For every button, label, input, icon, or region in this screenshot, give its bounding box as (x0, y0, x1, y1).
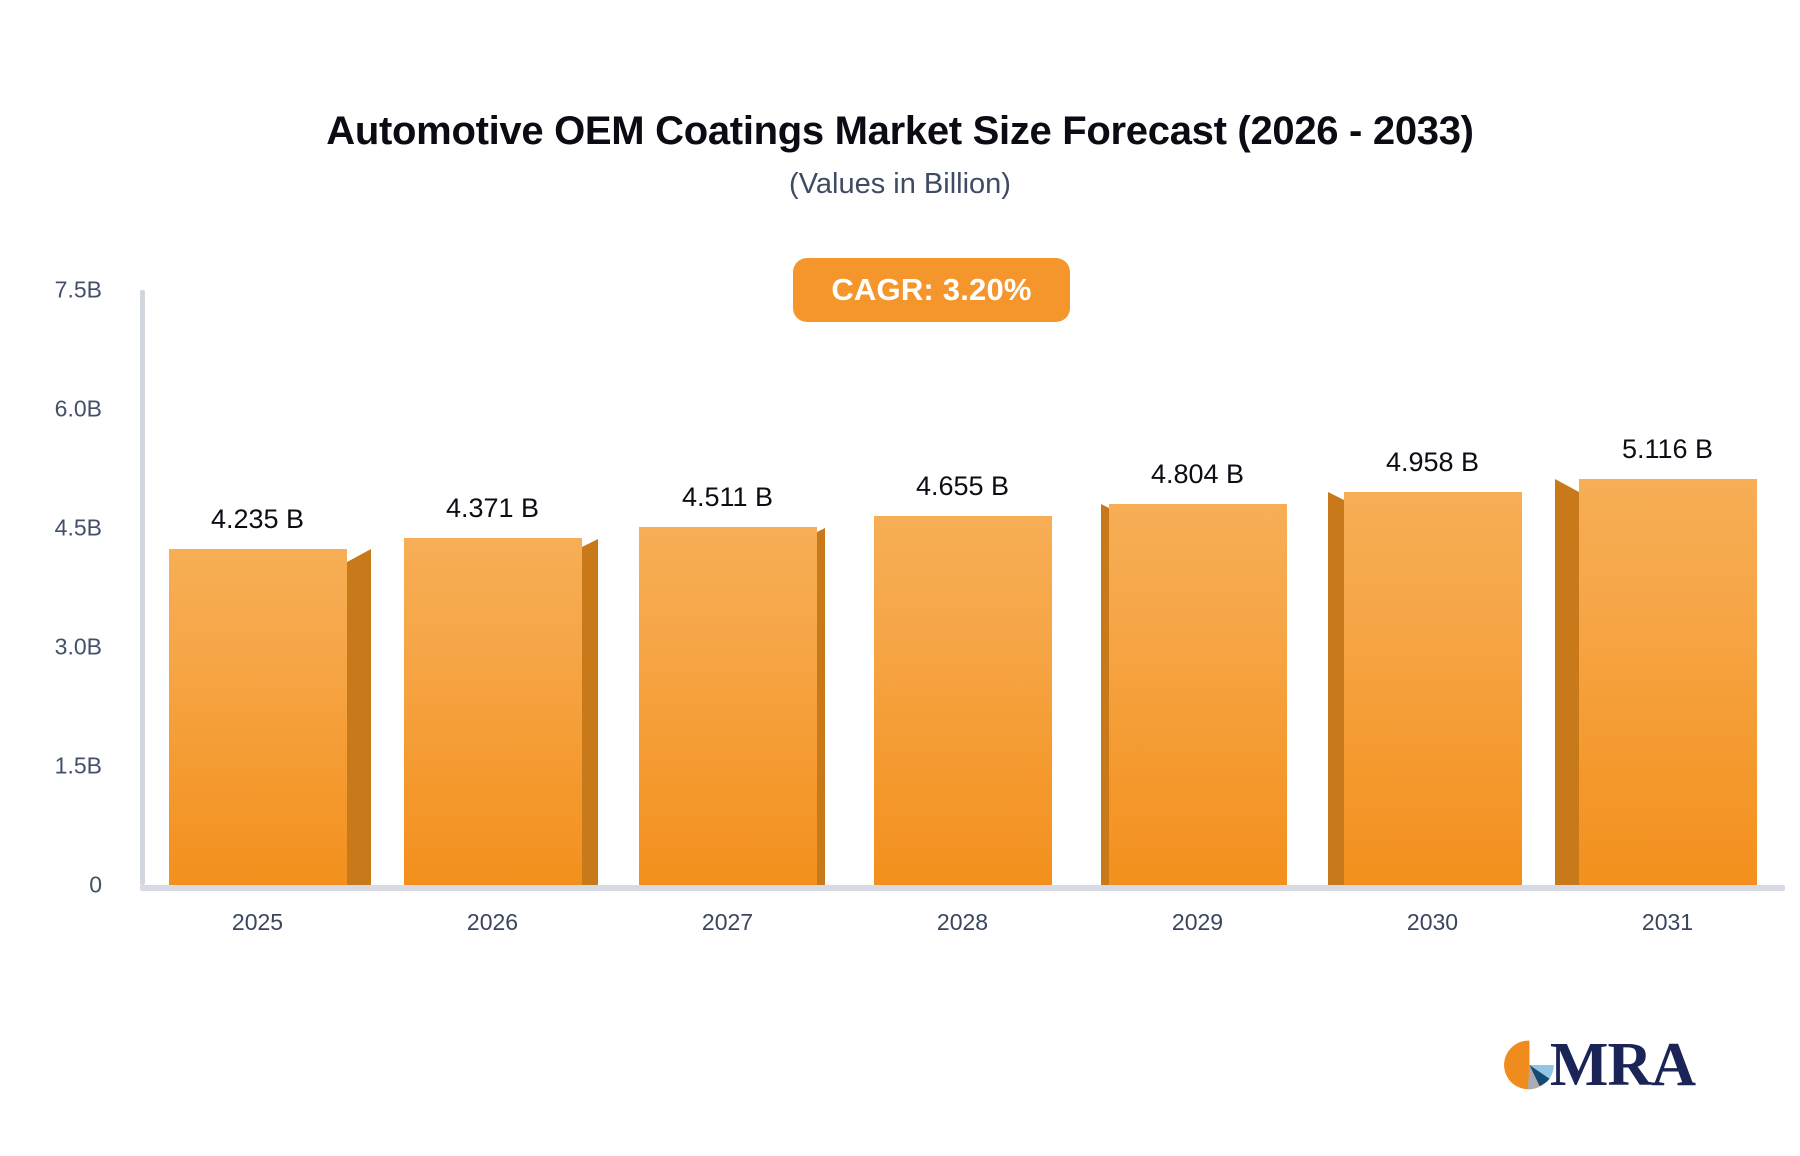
bar-side-face (581, 547, 598, 885)
bar-top-face (816, 527, 825, 532)
bar-top-face (1100, 504, 1109, 509)
x-axis-tick-label: 2030 (1406, 909, 1459, 935)
bar-value-label: 4.655 B (915, 470, 1010, 501)
chart-plot-area: 0 1.5B 3.0B 4.5B 6.0B 7.5B 4.235 B 2025 4.371 B… (55, 277, 1785, 935)
pie-chart-icon (1504, 1040, 1554, 1090)
bar-front-face (873, 515, 1052, 885)
cagr-badge: CAGR: 3.20% (793, 258, 1070, 322)
mra-logo: MRA (1503, 1029, 1696, 1101)
page-title: Automotive OEM Coatings Market Size Fore… (326, 109, 1474, 153)
bar-side-face (1327, 500, 1344, 885)
bar-value-label: 4.235 B (210, 504, 305, 535)
bar-top-face (1327, 492, 1344, 501)
bar-side-face (1554, 492, 1579, 885)
bar-series: 4.235 B 2025 4.371 B 2026 4.511 B 2027 4.655 B… (140, 290, 1785, 935)
cagr-badge-label: CAGR: 3.20% (831, 272, 1032, 307)
bar-side-face (816, 531, 825, 885)
chart-subtitle: (Values in Billion) (789, 168, 1011, 200)
x-axis-line (140, 885, 1785, 891)
x-axis-tick-label: 2025 (231, 909, 284, 935)
bar-column: 4.804 B 2029 (1100, 459, 1287, 935)
title-block: Automotive OEM Coatings Market Size Fore… (0, 108, 1800, 201)
x-axis-tick-label: 2027 (701, 909, 754, 935)
y-axis-tick-label: 7.5B (54, 276, 102, 303)
x-axis-tick-label: 2029 (1171, 909, 1224, 935)
bar-top-face (346, 549, 371, 563)
bar-front-face (403, 538, 582, 885)
x-axis-tick-label: 2028 (936, 909, 989, 935)
bar-front-face (1343, 491, 1522, 885)
bar-value-label: 4.804 B (1150, 458, 1245, 489)
bar-value-label: 4.371 B (445, 493, 540, 524)
bar-column: 4.655 B 2028 (873, 471, 1052, 935)
y-axis-tick-label: 1.5B (54, 752, 102, 779)
logo-text: MRA (1549, 1031, 1696, 1099)
bar-column: 4.371 B 2026 (403, 493, 598, 935)
bar-front-face (168, 549, 347, 885)
y-axis-tick-label: 3.0B (54, 633, 102, 660)
bar-top-face (1554, 479, 1579, 493)
y-axis-labels: 0 1.5B 3.0B 4.5B 6.0B 7.5B (0, 277, 102, 898)
bar-front-face (638, 527, 817, 885)
bar-value-label: 5.116 B (1621, 434, 1714, 465)
x-axis-tick-label: 2031 (1641, 909, 1694, 935)
bar-top-face (581, 539, 598, 548)
bar-value-label: 4.511 B (681, 482, 774, 513)
y-axis-tick-label: 0 (89, 871, 102, 898)
x-axis-tick-label: 2026 (466, 909, 519, 935)
bar-column: 4.235 B 2025 (168, 504, 371, 935)
y-axis-tick-label: 6.0B (54, 395, 102, 422)
bar-front-face (1108, 503, 1287, 885)
y-axis-tick-label: 4.5B (54, 514, 102, 541)
y-axis-line (140, 290, 145, 885)
bar-side-face (1100, 508, 1109, 885)
bar-column: 4.958 B 2030 (1327, 447, 1522, 935)
bar-column: 4.511 B 2027 (638, 482, 825, 935)
bar-column: 5.116 B 2031 (1554, 434, 1757, 935)
bar-front-face (1578, 479, 1757, 885)
bar-value-label: 4.958 B (1385, 446, 1480, 477)
bar-side-face (346, 562, 371, 885)
